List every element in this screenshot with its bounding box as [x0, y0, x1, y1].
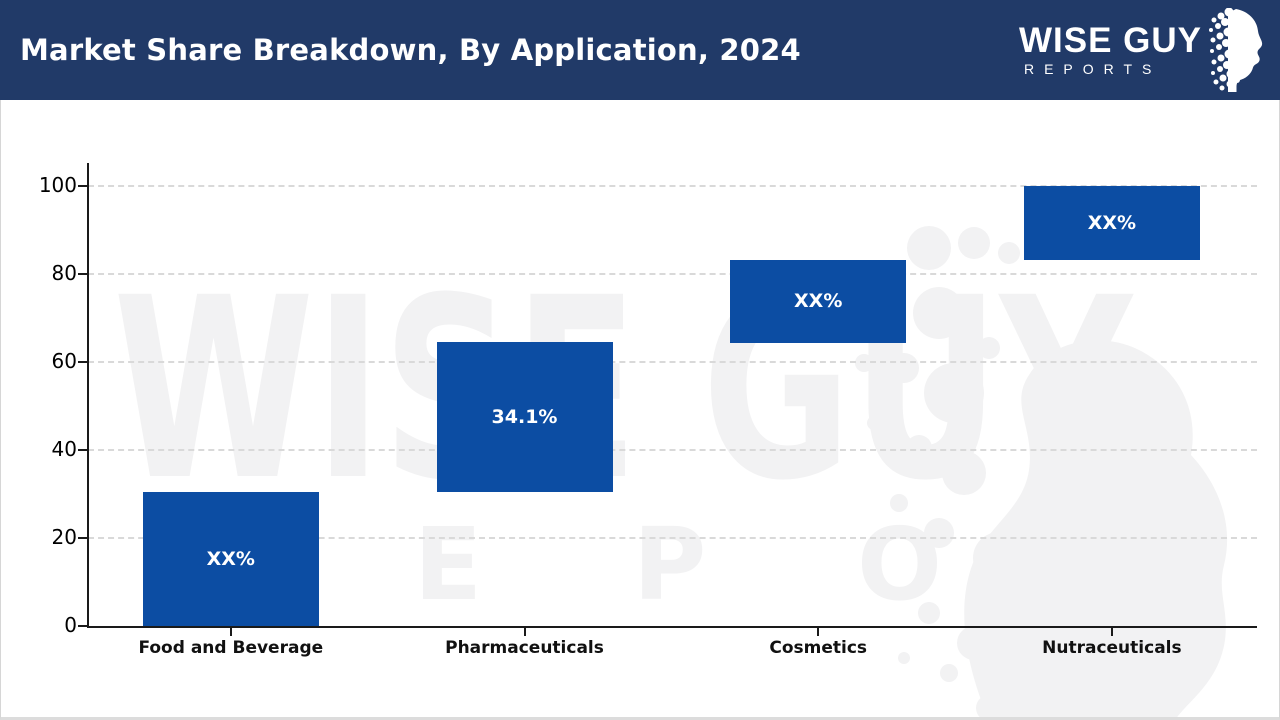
gridline — [88, 185, 1257, 187]
bar-value-label: XX% — [1087, 211, 1137, 234]
y-tick-label: 100 — [38, 173, 77, 197]
gridline — [88, 537, 1257, 539]
bar-value-label: XX% — [794, 290, 843, 313]
bar-pharmaceuticals: 34.1% — [436, 342, 613, 493]
y-tick-mark — [78, 537, 87, 539]
x-tick-mark — [229, 628, 232, 636]
x-tick-mark — [523, 628, 526, 636]
watermark-face-icon — [855, 226, 1227, 717]
bar-cosmetics: XX% — [730, 260, 907, 343]
bar-value-label: XX% — [206, 547, 255, 570]
y-tick-mark — [78, 273, 87, 275]
y-tick-mark — [78, 361, 87, 363]
x-axis-line — [87, 626, 1257, 628]
logo-face-icon — [1209, 8, 1263, 92]
page-title: Market Share Breakdown, By Application, … — [20, 33, 801, 67]
x-axis-label: Cosmetics — [769, 638, 868, 658]
bar-nutraceuticals: XX% — [1023, 186, 1200, 260]
gridline — [88, 361, 1257, 363]
y-tick-label: 0 — [64, 613, 77, 637]
bar-chart: 0 20 40 60 80 100 XX% 34.1% XX% XX% Food and Bever… — [1, 100, 1279, 717]
x-tick-mark — [817, 628, 820, 636]
y-tick-mark — [78, 625, 87, 627]
x-axis-label: Food and Beverage — [138, 638, 324, 658]
x-axis-label: Nutraceuticals — [1042, 638, 1182, 658]
header-bar: Market Share Breakdown, By Application, … — [0, 0, 1280, 100]
bar-food-and-beverage: XX% — [142, 491, 319, 626]
x-tick-mark — [1110, 628, 1113, 636]
y-tick-mark — [78, 185, 87, 187]
logo-wordmark: WISE GUY REPORTS — [1019, 23, 1202, 77]
logo-wordmark-text: WISE GUY — [1018, 21, 1202, 60]
y-tick-label: 80 — [51, 261, 77, 285]
gridline — [88, 449, 1257, 451]
y-tick-label: 40 — [51, 437, 77, 461]
y-tick-label: 60 — [51, 349, 77, 373]
bar-value-label: 34.1% — [491, 406, 558, 429]
wise-guy-logo: WISE GUY REPORTS — [1019, 8, 1266, 92]
y-tick-label: 20 — [51, 525, 77, 549]
y-tick-mark — [78, 449, 87, 451]
y-axis-line — [87, 163, 89, 628]
chart-area: WISE GUY R E P O R T S 020406080100XX%34… — [0, 100, 1280, 720]
gridline — [88, 273, 1257, 275]
logo-subtext: REPORTS — [1023, 61, 1162, 77]
x-axis-label: Pharmaceuticals — [445, 638, 604, 658]
